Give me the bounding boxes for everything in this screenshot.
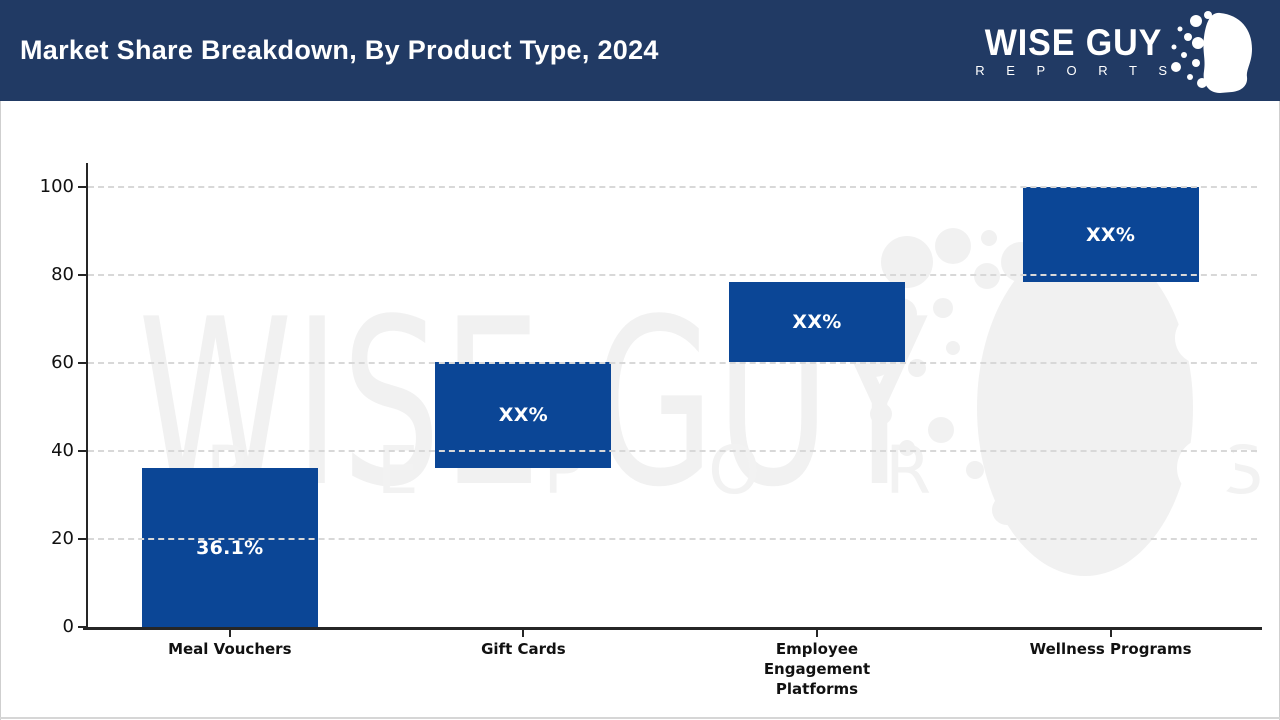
x-tick-mark-3: [816, 629, 818, 637]
y-tick-label-80: 80: [51, 264, 74, 285]
y-tick-label-100: 100: [39, 176, 74, 197]
bar-value-label: XX%: [498, 403, 549, 426]
y-tick-label-20: 20: [51, 528, 74, 549]
bar-3: XX%: [729, 282, 905, 362]
bar-value-label: XX%: [1085, 223, 1136, 246]
brand-logo: WISE GUY R E P O R T S: [971, 7, 1254, 95]
x-tick-mark-4: [1109, 629, 1112, 637]
bar-value-label: 36.1%: [196, 536, 264, 559]
gridline-60: [88, 362, 1257, 364]
brand-logo-name: WISE GUY: [984, 22, 1163, 63]
gridline-20: [88, 538, 1257, 540]
x-tick-mark-1: [228, 629, 231, 637]
page-title: Market Share Breakdown, By Product Type,…: [20, 35, 659, 65]
y-tick-label-0: 0: [62, 616, 74, 637]
x-category-label-1: Meal Vouchers: [168, 640, 292, 658]
page-border-left: [0, 101, 1, 720]
gridline-40: [88, 450, 1257, 452]
x-category-label-3: Employee Engagement Platforms: [763, 640, 871, 698]
y-tick-label-40: 40: [51, 440, 74, 461]
x-tick-mark-2: [522, 629, 525, 637]
header-banner: Market Share Breakdown, By Product Type,…: [0, 0, 1280, 101]
x-category-label-2: Gift Cards: [481, 640, 566, 658]
y-tick-mark-0: [78, 626, 86, 628]
y-tick-label-60: 60: [51, 352, 74, 373]
y-tick-mark-40: [78, 450, 86, 452]
gridline-100: [88, 186, 1257, 188]
brand-logo-subtitle: R E P O R T S: [975, 63, 1176, 78]
bar-1: 36.1%: [141, 468, 318, 627]
y-tick-mark-100: [78, 186, 86, 188]
watermark-face-icon: [856, 228, 1235, 576]
bar-value-label: XX%: [792, 310, 842, 333]
chart-area: WISE GUY R E P O R T S: [0, 101, 1280, 720]
x-category-label-4: Wellness Programs: [1029, 640, 1192, 658]
y-tick-mark-60: [78, 362, 86, 364]
bar-4: XX%: [1022, 187, 1199, 283]
gridline-80: [88, 274, 1257, 276]
brand-face-icon: [1171, 10, 1252, 93]
x-axis-spine: [83, 627, 1262, 630]
y-axis-spine: [86, 162, 88, 629]
y-tick-mark-80: [78, 274, 86, 276]
brand-logo-text: WISE GUY R E P O R T S: [971, 24, 1176, 77]
page-border-bottom: [0, 717, 1280, 719]
y-tick-mark-20: [78, 538, 86, 540]
